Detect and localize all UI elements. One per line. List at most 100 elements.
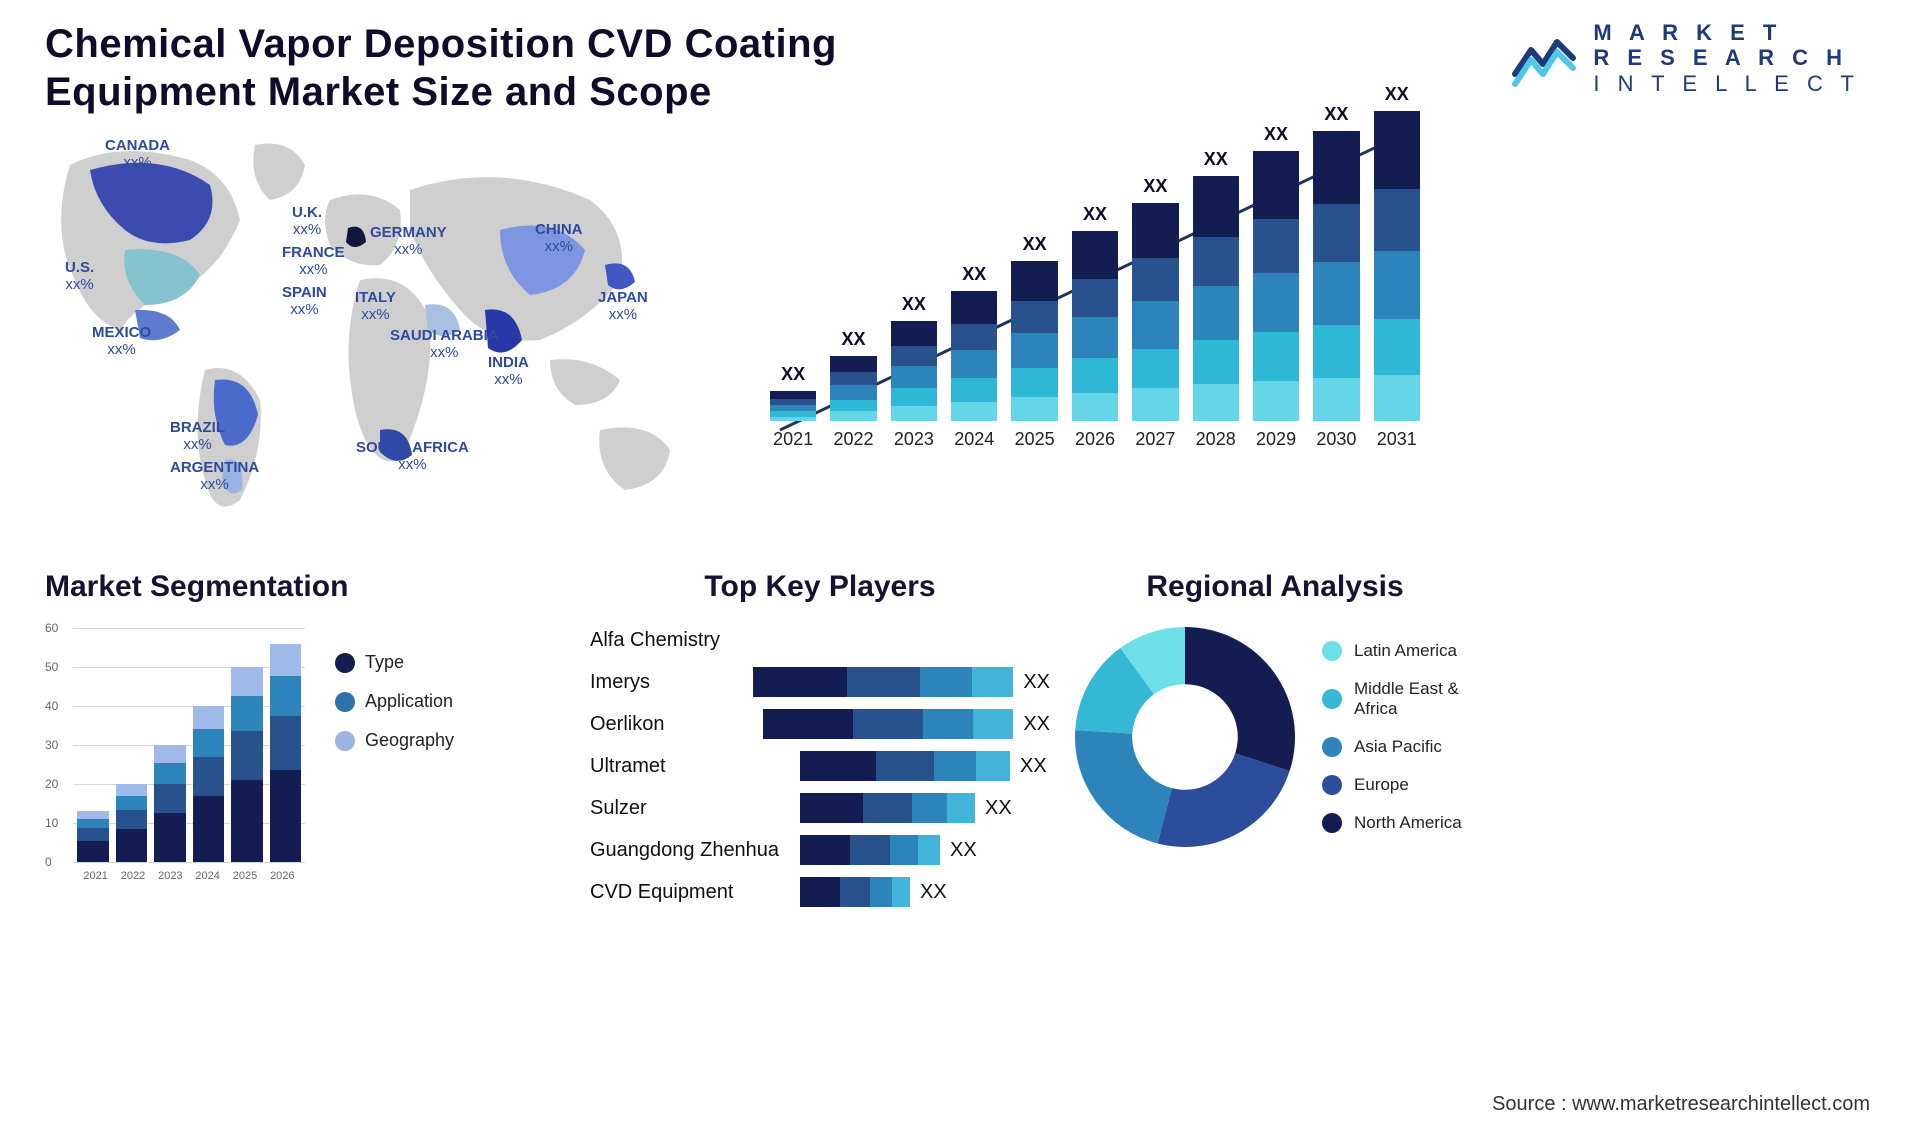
legend-dot-icon	[335, 653, 355, 673]
player-value: XX	[1020, 755, 1047, 778]
player-bar-segment	[890, 835, 918, 865]
legend-label: Latin America	[1354, 641, 1457, 661]
bar-top-label: XX	[1083, 204, 1107, 225]
y-axis-label: 40	[45, 699, 58, 713]
logo-mark-icon	[1511, 28, 1581, 88]
bar-top-label: XX	[1204, 149, 1228, 170]
bar-top-label: XX	[902, 294, 926, 315]
bar-segment	[830, 411, 876, 421]
player-bar-segment	[800, 835, 850, 865]
map-country-label: FRANCExx%	[282, 245, 345, 278]
player-bar	[753, 667, 1013, 697]
donut-slice	[1075, 730, 1172, 843]
map-country-label: SOUTH AFRICAxx%	[356, 440, 469, 473]
bar-top-label: XX	[1324, 104, 1348, 125]
seg-bar-column	[116, 784, 148, 862]
legend-item: Asia Pacific	[1322, 737, 1480, 757]
player-bar-segment	[918, 835, 940, 865]
legend-label: Geography	[365, 730, 454, 751]
player-row: Alfa Chemistry	[590, 622, 1050, 658]
seg-bar-column	[154, 745, 186, 862]
seg-bar-segment	[77, 811, 109, 819]
player-value: XX	[985, 797, 1012, 820]
bar-segment	[891, 346, 937, 366]
bar-year-label: 2024	[954, 429, 994, 450]
map-country-label: U.K.xx%	[292, 205, 322, 238]
player-bar	[763, 709, 1013, 739]
players-list: Alfa ChemistryImerysXXOerlikonXXUltramet…	[590, 622, 1050, 910]
legend-dot-icon	[1322, 813, 1342, 833]
legend-dot-icon	[1322, 689, 1342, 709]
bar-year-label: 2030	[1316, 429, 1356, 450]
seg-bar-segment	[154, 763, 186, 784]
player-bar-segment	[840, 877, 871, 907]
bar-segment	[1313, 131, 1359, 204]
bar-segment	[1011, 261, 1057, 301]
segmentation-title: Market Segmentation	[45, 570, 475, 604]
bar-segment	[951, 378, 997, 401]
map-country-label: CHINAxx%	[535, 222, 583, 255]
x-axis-label: 2021	[77, 870, 114, 882]
seg-bar-column	[193, 706, 225, 862]
seg-bar-column	[270, 644, 302, 862]
bar-segment	[1253, 332, 1299, 381]
map-country-label: MEXICOxx%	[92, 325, 151, 358]
player-bar-segment	[800, 751, 876, 781]
x-axis-label: 2024	[189, 870, 226, 882]
player-bar	[800, 793, 975, 823]
logo-text: M A R K E T R E S E A R C H I N T E L L …	[1593, 20, 1860, 96]
map-country-label: GERMANYxx%	[370, 225, 447, 258]
seg-bar-segment	[270, 644, 302, 677]
legend-dot-icon	[1322, 775, 1342, 795]
regional-analysis-section: Regional Analysis Latin America Middle Ea…	[1070, 570, 1480, 852]
bar-column: XX2021	[770, 364, 816, 450]
legend-label: Middle East & Africa	[1354, 679, 1480, 719]
legend-label: North America	[1354, 813, 1462, 833]
bar-segment	[1313, 378, 1359, 422]
market-segmentation-section: Market Segmentation 01020304050602021202…	[45, 570, 475, 882]
bar-column: XX2026	[1072, 204, 1118, 450]
legend-label: Application	[365, 691, 453, 712]
bar-segment	[1072, 393, 1118, 422]
bar-segment	[1253, 219, 1299, 273]
bar-segment	[1072, 358, 1118, 392]
seg-bar-segment	[116, 784, 148, 796]
bar-segment	[1193, 286, 1239, 340]
player-row: SulzerXX	[590, 790, 1050, 826]
regional-title: Regional Analysis	[1070, 570, 1480, 604]
bar-year-label: 2021	[773, 429, 813, 450]
bar-segment	[1072, 317, 1118, 359]
bar-segment	[1132, 203, 1178, 258]
legend-label: Asia Pacific	[1354, 737, 1442, 757]
market-size-barchart: XX2021XX2022XX2023XX2024XX2025XX2026XX20…	[760, 120, 1430, 500]
regional-donut-chart	[1070, 622, 1300, 852]
seg-bar-segment	[270, 770, 302, 862]
bar-segment	[1313, 262, 1359, 326]
bar-top-label: XX	[1023, 234, 1047, 255]
player-bar-segment	[912, 793, 947, 823]
x-axis-label: 2026	[264, 870, 301, 882]
player-name: Ultramet	[590, 755, 800, 778]
bar-segment	[1011, 333, 1057, 368]
player-value: XX	[950, 839, 977, 862]
bar-segment	[1193, 176, 1239, 237]
bar-year-label: 2029	[1256, 429, 1296, 450]
bar-segment	[891, 366, 937, 388]
seg-bar-segment	[231, 731, 263, 780]
seg-bar-segment	[116, 796, 148, 810]
bar-segment	[1072, 231, 1118, 279]
legend-item: Application	[335, 691, 454, 712]
bar-top-label: XX	[1385, 84, 1409, 105]
bar-segment	[951, 350, 997, 379]
bar-segment	[1193, 340, 1239, 384]
player-bar-segment	[920, 667, 972, 697]
gridline	[73, 862, 305, 863]
x-axis-label: 2022	[114, 870, 151, 882]
player-bar-segment	[753, 667, 847, 697]
regional-legend: Latin America Middle East & Africa Asia Pa…	[1322, 641, 1480, 833]
source-attribution: Source : www.marketresearchintellect.com	[1492, 1093, 1870, 1116]
seg-bar-segment	[231, 667, 263, 696]
bar-segment	[951, 402, 997, 422]
bar-segment	[1374, 251, 1420, 319]
legend-label: Europe	[1354, 775, 1409, 795]
